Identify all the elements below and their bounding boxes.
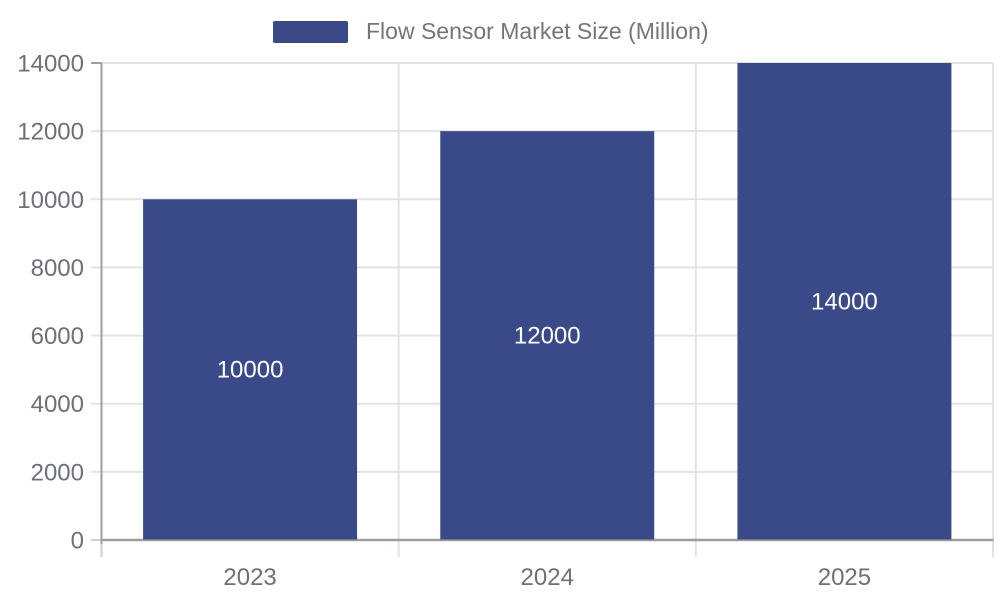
bar-value-label: 12000 [514,323,581,350]
y-tick-label: 4000 [31,391,84,418]
x-tick-label: 2023 [223,564,276,591]
y-tick-label: 14000 [17,51,84,78]
x-tick-label: 2025 [818,564,871,591]
y-tick-label: 2000 [31,459,84,486]
bar-value-label: 10000 [217,357,284,384]
bar-value-label: 14000 [811,289,878,316]
legend: Flow Sensor Market Size (Million) [273,18,709,44]
y-tick-label: 6000 [31,323,84,350]
bar-2024[interactable] [440,131,655,540]
legend-label[interactable]: Flow Sensor Market Size (Million) [366,18,709,44]
bar-2025[interactable] [737,63,952,540]
x-tick-label: 2024 [521,564,574,591]
legend-swatch[interactable] [273,21,348,43]
label-layer: 0 2000 4000 6000 8000 10000 12000 14000 10000 202… [17,51,878,592]
axis-layer [100,63,994,544]
bar-2023[interactable] [143,199,358,540]
y-tick-label: 10000 [17,187,84,214]
y-tick-label: 0 [71,528,84,555]
y-tick-label: 12000 [17,119,84,146]
bar-series [143,63,952,540]
y-tick-label: 8000 [31,255,84,282]
